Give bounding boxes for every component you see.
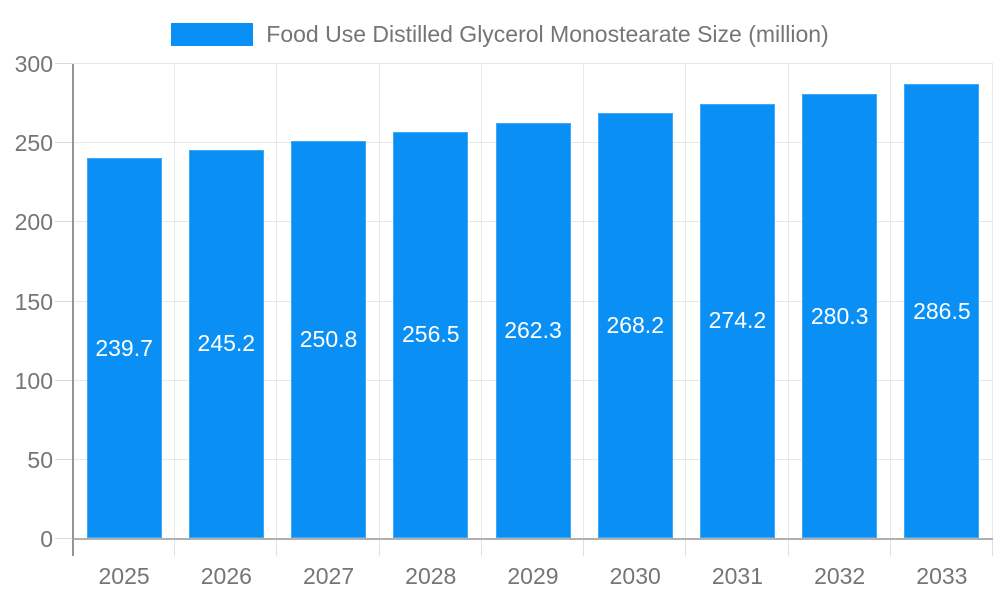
bar-value-label: 286.5 [913,297,971,324]
bar-2030[interactable]: 268.2 [597,113,673,538]
legend-label: Food Use Distilled Glycerol Monostearate… [266,21,829,47]
legend: Food Use Distilled Glycerol Monostearate… [0,21,1000,48]
bar-2029[interactable]: 262.3 [495,122,571,538]
x-axis-category-label: 2030 [609,563,661,589]
x-axis-tick [480,539,482,556]
bar-value-label: 245.2 [197,330,256,357]
gridline-vertical [480,64,482,539]
legend-swatch [171,23,254,46]
bar-value-label: 262.3 [504,316,562,343]
y-axis-tick-label: 0 [40,526,53,552]
x-axis-category-label: 2027 [302,563,355,589]
bar-value-label: 268.2 [606,312,664,339]
y-axis-tick [55,538,73,539]
x-axis-tick [378,539,380,556]
x-axis-category-label: 2032 [814,563,866,589]
y-axis-tick-label: 150 [14,288,53,315]
bar-2027[interactable]: 250.8 [291,140,367,538]
y-axis-tick [55,142,73,144]
y-axis-tick [55,63,73,64]
x-axis-tick [583,539,585,556]
bar-2033[interactable]: 286.5 [904,84,980,538]
bar-value-label: 280.3 [810,302,869,329]
gridline-vertical [685,64,687,539]
y-axis-tick-label: 250 [14,130,53,157]
x-axis-baseline [73,538,993,540]
x-axis-category-label: 2026 [200,563,252,589]
y-axis-tick [55,221,73,223]
x-axis-category-label: 2031 [711,563,764,589]
gridline-vertical [378,64,380,539]
bar-value-label: 274.2 [708,307,767,334]
y-axis-tick-label: 100 [14,367,53,394]
y-axis-tick-label: 300 [14,51,53,77]
x-axis-category-label: 2025 [98,563,150,589]
gridline-vertical [889,64,891,539]
gridline-vertical [992,64,993,539]
y-axis-tick [55,379,73,381]
gridline-vertical [276,64,278,539]
y-axis-tick-label: 200 [14,209,53,236]
x-axis-tick [992,539,993,556]
bar-value-label: 250.8 [299,325,358,352]
gridline-vertical [787,64,789,539]
x-axis-category-label: 2033 [916,563,968,589]
x-axis-category-label: 2029 [507,563,559,589]
gridline-horizontal [73,63,993,64]
bar-2028[interactable]: 256.5 [393,131,469,538]
legend-item[interactable]: Food Use Distilled Glycerol Monostearate… [171,21,829,48]
x-axis-tick [787,539,789,556]
bar-2032[interactable]: 280.3 [802,94,878,538]
y-axis-line [72,64,74,556]
x-axis-tick [685,539,687,556]
bar-value-label: 239.7 [95,334,153,361]
x-axis-category-label: 2028 [405,563,457,589]
bar-value-label: 256.5 [401,321,460,348]
x-axis-tick [889,539,891,556]
x-axis-tick [276,539,278,556]
bar-2025[interactable]: 239.7 [86,158,162,538]
y-axis-tick [55,300,73,302]
gridline-vertical [583,64,585,539]
gridline-vertical [174,64,176,539]
y-axis-tick-label: 50 [27,446,53,473]
bar-2026[interactable]: 245.2 [188,149,264,538]
bar-2031[interactable]: 274.2 [699,103,775,538]
y-axis-tick [55,458,73,460]
x-axis-tick [174,539,176,556]
